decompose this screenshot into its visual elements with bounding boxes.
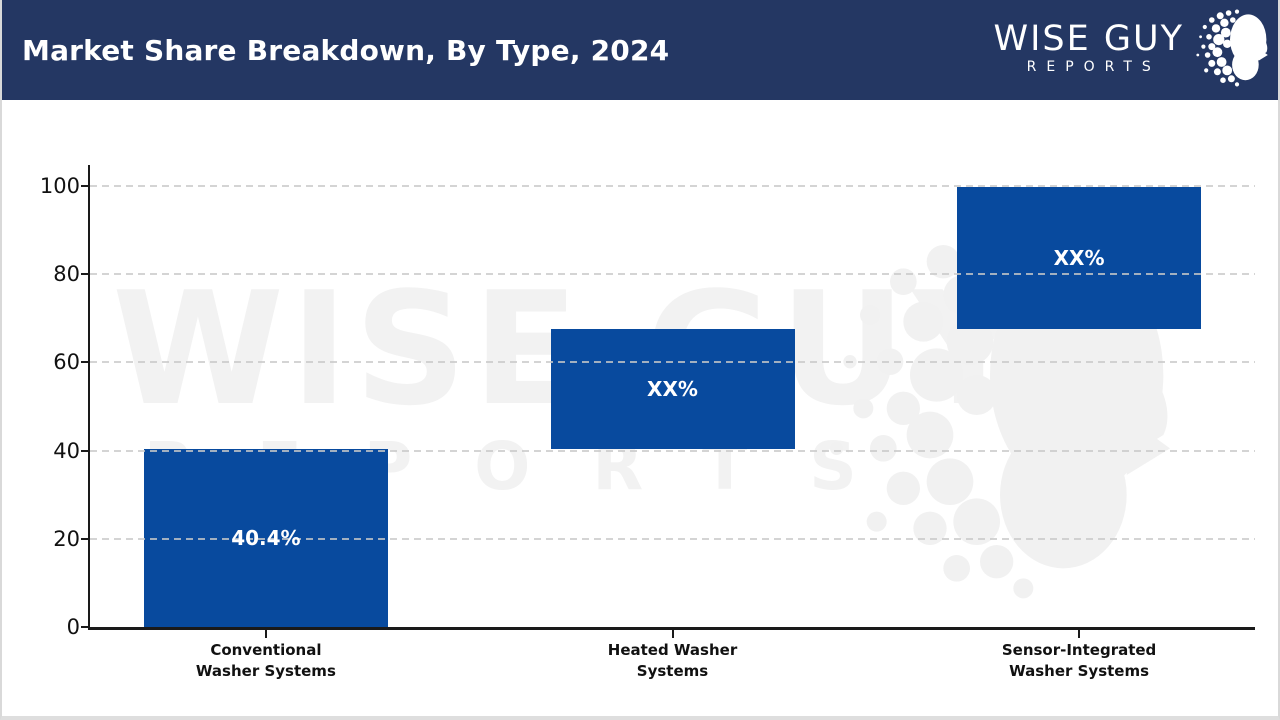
y-axis-tick-label: 40	[53, 438, 80, 463]
gridline	[90, 361, 1255, 364]
y-axis-tick-mark	[81, 449, 90, 452]
y-axis-tick-mark	[81, 185, 90, 187]
y-axis-tick-label: 80	[53, 262, 80, 287]
x-axis-category-label: Sensor-Integrated Washer Systems	[909, 640, 1249, 682]
gridline	[90, 185, 1255, 187]
y-axis-tick-mark	[81, 537, 90, 540]
x-axis-line	[88, 627, 1255, 630]
x-axis-tick-mark	[264, 629, 267, 638]
page-title: Market Share Breakdown, By Type, 2024	[22, 33, 670, 67]
y-axis-tick-label: 100	[39, 174, 80, 198]
x-axis-category-line: Conventional	[210, 641, 322, 659]
bar-segment	[957, 186, 1202, 330]
x-axis-category-line: Heated Washer	[607, 641, 738, 659]
brand-logo: WISE GUY REPORTS	[993, 4, 1272, 92]
x-axis-category-line: Washer Systems	[195, 662, 336, 680]
brand-face-icon	[1196, 9, 1268, 87]
gridline	[90, 273, 1255, 276]
y-axis-tick-label: 20	[53, 526, 80, 551]
brand-text: WISE GUY REPORTS	[993, 20, 1184, 76]
x-axis-tick-mark	[1078, 629, 1081, 638]
brand-subtitle: REPORTS	[1026, 59, 1161, 75]
x-axis-category-label: Heated Washer Systems	[503, 640, 843, 682]
bar-value-label: XX%	[647, 377, 698, 402]
gridline	[90, 449, 1255, 452]
y-axis-tick-label: 60	[53, 350, 80, 375]
y-axis-tick-mark	[81, 626, 90, 628]
bar-value-label: 40.4%	[231, 525, 301, 550]
x-axis-tick-mark	[671, 629, 674, 638]
x-axis-category-line: Systems	[636, 662, 709, 680]
y-axis-tick-label: 0	[66, 615, 80, 639]
bar-value-label: XX%	[1053, 246, 1105, 271]
x-axis-category-line: Sensor-Integrated	[1001, 641, 1157, 659]
brand-name: WISE GUY	[993, 19, 1184, 59]
gridline	[90, 537, 1255, 540]
y-axis-line	[88, 165, 90, 627]
header: Market Share Breakdown, By Type, 2024 WI…	[2, 0, 1278, 100]
x-axis-category-line: Washer Systems	[1009, 662, 1150, 680]
y-axis-tick-mark	[81, 361, 90, 364]
x-axis-category-label: Conventional Washer Systems	[96, 640, 436, 682]
y-axis-tick-mark	[81, 273, 90, 276]
bar-segment	[550, 329, 795, 449]
